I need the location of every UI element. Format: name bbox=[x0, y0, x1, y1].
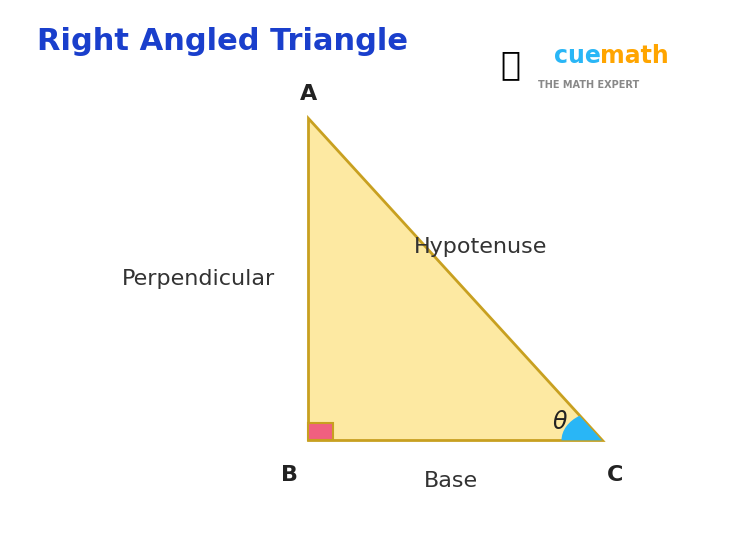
Text: THE MATH EXPERT: THE MATH EXPERT bbox=[538, 80, 639, 90]
Text: math: math bbox=[600, 45, 669, 68]
Text: 🚀: 🚀 bbox=[500, 48, 520, 81]
Text: Hypotenuse: Hypotenuse bbox=[414, 237, 548, 257]
Polygon shape bbox=[308, 118, 602, 440]
Text: Right Angled Triangle: Right Angled Triangle bbox=[37, 27, 407, 56]
Text: cue: cue bbox=[554, 45, 601, 68]
Text: C: C bbox=[607, 465, 623, 485]
Text: Perpendicular: Perpendicular bbox=[122, 269, 275, 289]
Text: θ: θ bbox=[553, 410, 567, 433]
Text: B: B bbox=[281, 465, 299, 485]
Text: Base: Base bbox=[424, 470, 479, 491]
Wedge shape bbox=[562, 416, 602, 440]
Bar bbox=[308, 423, 333, 440]
Text: A: A bbox=[299, 84, 317, 104]
